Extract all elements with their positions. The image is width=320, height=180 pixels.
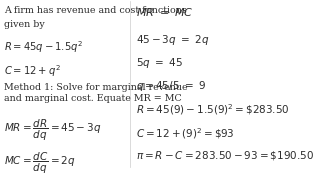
Text: $q = 45/5 \ = \ 9$: $q = 45/5 \ = \ 9$ xyxy=(136,79,206,93)
Text: $MR = \dfrac{dR}{dq} = 45 - 3q$: $MR = \dfrac{dR}{dq} = 45 - 3q$ xyxy=(4,118,101,143)
Text: given by: given by xyxy=(4,20,45,29)
Text: $45 - 3q \ = \ 2q$: $45 - 3q \ = \ 2q$ xyxy=(136,33,209,47)
Text: $MR \ = \ MC$: $MR \ = \ MC$ xyxy=(136,6,193,18)
Text: $C = 12 + (9)^2 = \$93$: $C = 12 + (9)^2 = \$93$ xyxy=(136,126,234,141)
Text: $MC = \dfrac{dC}{dq} = 2q$: $MC = \dfrac{dC}{dq} = 2q$ xyxy=(4,151,76,176)
Text: $C = 12 + q^2$: $C = 12 + q^2$ xyxy=(4,63,61,78)
Text: Method 1: Solve for marginal revenue: Method 1: Solve for marginal revenue xyxy=(4,83,188,92)
Text: $R = 45(9) - 1.5(9)^2 = \$283.50$: $R = 45(9) - 1.5(9)^2 = \$283.50$ xyxy=(136,103,289,117)
Text: $5q \ = \ 45$: $5q \ = \ 45$ xyxy=(136,56,183,70)
Text: $R = 45q - 1.5q^2$: $R = 45q - 1.5q^2$ xyxy=(4,40,83,55)
Text: and marginal cost. Equate MR = MC: and marginal cost. Equate MR = MC xyxy=(4,94,182,103)
Text: A firm has revenue and cost functions: A firm has revenue and cost functions xyxy=(4,6,187,15)
Text: $\pi = R - C = 283.50 - 93 = \$190.50$: $\pi = R - C = 283.50 - 93 = \$190.50$ xyxy=(136,149,314,162)
